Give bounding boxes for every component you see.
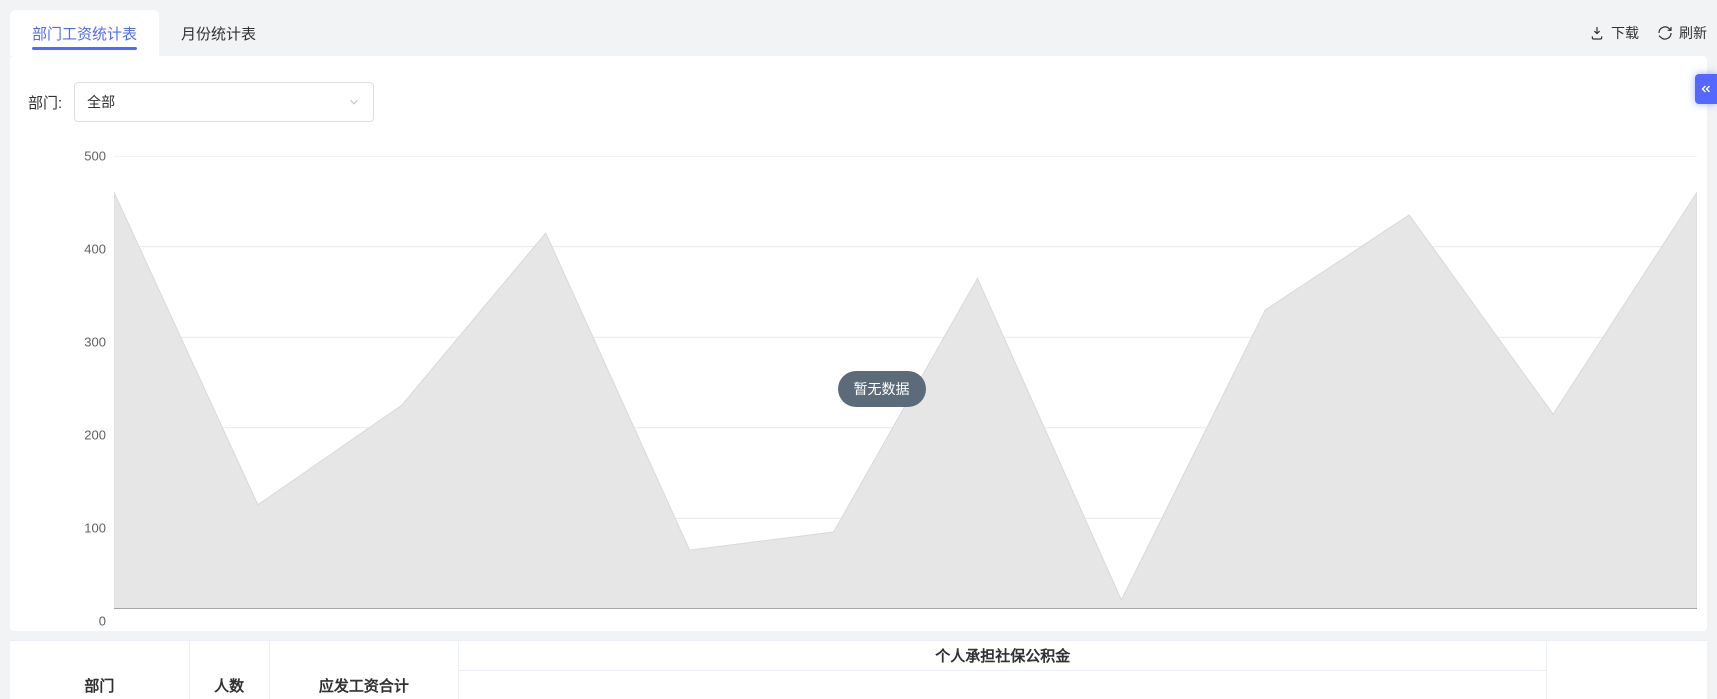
chart-ytick: 200 — [84, 428, 106, 443]
refresh-label: 刷新 — [1679, 23, 1707, 43]
dept-select[interactable]: 全部 — [74, 82, 374, 122]
chart-ytick: 500 — [84, 149, 106, 164]
table-col-group-sub — [459, 671, 1546, 699]
chart-ytick: 0 — [99, 614, 106, 629]
chart-ytick: 400 — [84, 242, 106, 257]
tab-dept-salary[interactable]: 部门工资统计表 — [10, 10, 159, 56]
dept-select-value: 全部 — [87, 92, 115, 112]
download-button[interactable]: 下载 — [1589, 23, 1639, 43]
chart-ytick: 300 — [84, 335, 106, 350]
download-icon — [1589, 25, 1605, 41]
table-col-tail — [1547, 641, 1707, 699]
tab-month-stats[interactable]: 月份统计表 — [159, 10, 278, 56]
table-col-payable: 应发工资合计 — [270, 641, 460, 699]
no-data-label: 暂无数据 — [854, 381, 910, 397]
side-collapse-handle[interactable] — [1695, 74, 1717, 104]
chevron-down-icon — [347, 95, 361, 109]
refresh-icon — [1657, 25, 1673, 41]
no-data-badge: 暂无数据 — [838, 371, 926, 407]
filter-row: 部门: 全部 — [28, 82, 374, 122]
chart: 5004003002001000 暂无数据 — [66, 156, 1697, 621]
tab-bar: 部门工资统计表 月份统计表 下载 刷新 — [10, 10, 1707, 56]
content-card: 部门: 全部 500 400 300 200 100 0 暂无数据 — [10, 56, 1707, 631]
tab-label: 月份统计表 — [181, 23, 256, 44]
table-col-social: 个人承担社保公积金 — [459, 641, 1547, 699]
table-col-group-label: 个人承担社保公积金 — [459, 641, 1546, 671]
download-label: 下载 — [1611, 23, 1639, 43]
table-col-dept: 部门 — [10, 641, 190, 699]
tab-label: 部门工资统计表 — [32, 23, 137, 44]
table-col-count: 人数 — [190, 641, 270, 699]
filter-label: 部门: — [28, 92, 62, 113]
chevron-double-left-icon — [1699, 82, 1713, 96]
page-root: 部门工资统计表 月份统计表 下载 刷新 部门: 全部 — [0, 0, 1717, 699]
chart-ytick: 100 — [84, 521, 106, 536]
refresh-button[interactable]: 刷新 — [1657, 23, 1707, 43]
table-header: 部门人数应发工资合计个人承担社保公积金 — [10, 640, 1707, 699]
